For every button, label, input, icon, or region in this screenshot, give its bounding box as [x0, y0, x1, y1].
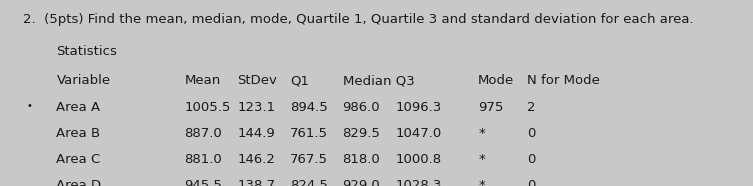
Text: 945.5: 945.5 — [184, 179, 222, 186]
Text: *: * — [478, 127, 485, 140]
Text: Area B: Area B — [56, 127, 101, 140]
Text: 818.0: 818.0 — [343, 153, 380, 166]
Text: 2: 2 — [527, 101, 535, 114]
Text: 2.  (5pts) Find the mean, median, mode, Quartile 1, Quartile 3 and standard devi: 2. (5pts) Find the mean, median, mode, Q… — [23, 13, 694, 26]
Text: 1028.3: 1028.3 — [395, 179, 442, 186]
Text: 1047.0: 1047.0 — [395, 127, 441, 140]
Text: Statistics: Statistics — [56, 45, 117, 58]
Text: Area C: Area C — [56, 153, 101, 166]
Text: 929.0: 929.0 — [343, 179, 380, 186]
Text: 894.5: 894.5 — [290, 101, 328, 114]
Text: 1096.3: 1096.3 — [395, 101, 441, 114]
Text: 881.0: 881.0 — [184, 153, 222, 166]
Text: 986.0: 986.0 — [343, 101, 380, 114]
Text: 123.1: 123.1 — [237, 101, 276, 114]
Text: 1000.8: 1000.8 — [395, 153, 441, 166]
Text: 887.0: 887.0 — [184, 127, 222, 140]
Text: •: • — [26, 101, 32, 111]
Text: StDev: StDev — [237, 74, 277, 87]
Text: 138.7: 138.7 — [237, 179, 275, 186]
Text: Area D: Area D — [56, 179, 102, 186]
Text: N for Mode: N for Mode — [527, 74, 600, 87]
Text: Mean: Mean — [184, 74, 221, 87]
Text: 0: 0 — [527, 153, 535, 166]
Text: 1005.5: 1005.5 — [184, 101, 231, 114]
Text: 975: 975 — [478, 101, 504, 114]
Text: 144.9: 144.9 — [237, 127, 275, 140]
Text: 0: 0 — [527, 179, 535, 186]
Text: Area A: Area A — [56, 101, 101, 114]
Text: 824.5: 824.5 — [290, 179, 328, 186]
Text: 0: 0 — [527, 127, 535, 140]
Text: 829.5: 829.5 — [343, 127, 380, 140]
Text: *: * — [478, 153, 485, 166]
Text: *: * — [478, 179, 485, 186]
Text: 767.5: 767.5 — [290, 153, 328, 166]
Text: Median Q3: Median Q3 — [343, 74, 414, 87]
Text: Variable: Variable — [56, 74, 111, 87]
Text: Mode: Mode — [478, 74, 514, 87]
Text: Q1: Q1 — [290, 74, 309, 87]
Text: 761.5: 761.5 — [290, 127, 328, 140]
Text: 146.2: 146.2 — [237, 153, 275, 166]
